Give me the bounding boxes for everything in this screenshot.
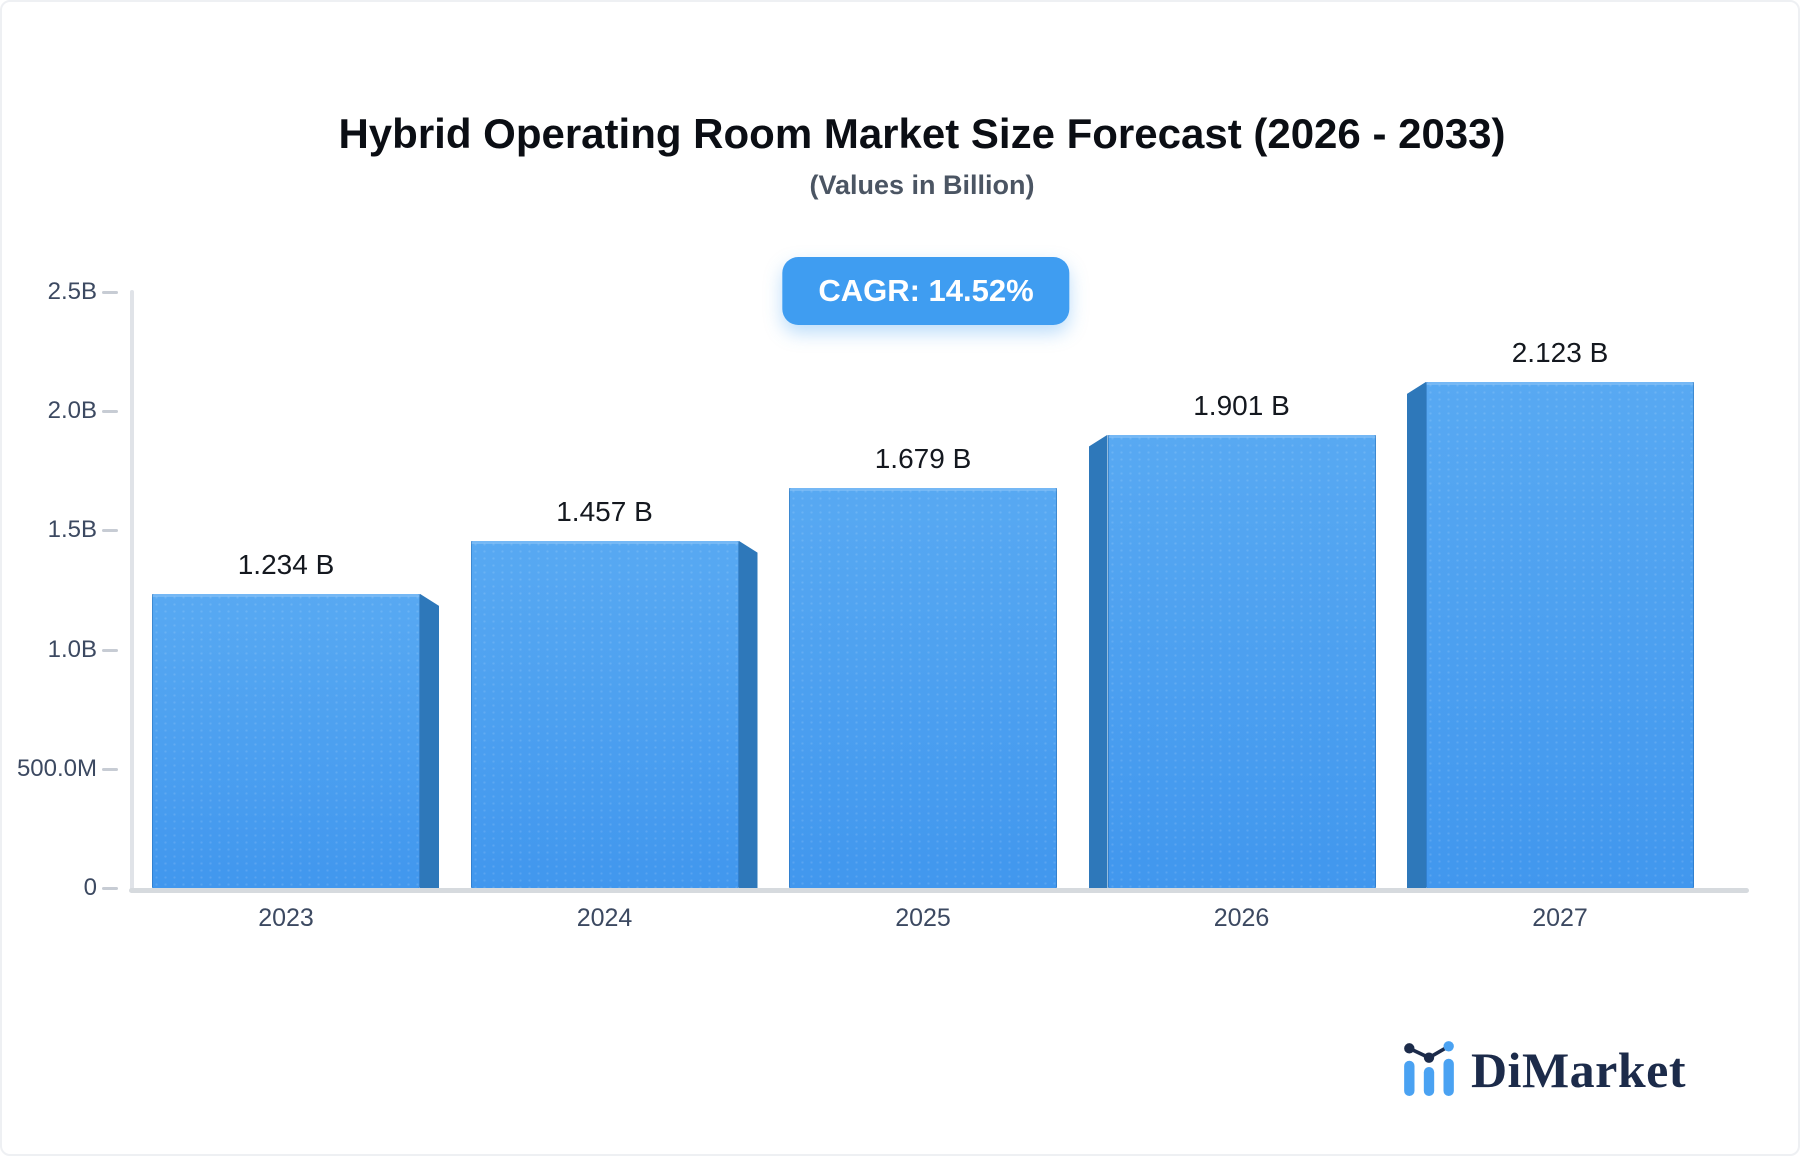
bar-value-label: 1.234 B — [237, 548, 335, 580]
y-axis-tick-mark — [102, 767, 118, 771]
bar-3d-side-2023 — [420, 593, 439, 888]
x-axis-tick-label: 2025 — [895, 904, 951, 932]
y-axis-tick-mark — [102, 887, 118, 890]
bar-2025 — [789, 487, 1057, 889]
cagr-badge: CAGR: 14.52% — [782, 257, 1070, 325]
x-axis-line — [129, 888, 1749, 893]
y-axis-tick-label: 500.0M — [16, 754, 97, 782]
y-axis-tick-label: 2.5B — [47, 278, 97, 305]
y-axis-tick-mark — [102, 648, 118, 652]
x-axis-tick-label: 2024 — [576, 904, 633, 932]
bar-value-label: 1.679 B — [874, 442, 972, 474]
y-axis-tick-mark — [102, 529, 118, 533]
y-axis-tick-mark — [102, 410, 118, 414]
y-axis-tick-label: 2.0B — [47, 397, 97, 425]
chart-subtitle: (Values in Billion) — [809, 170, 1035, 200]
bar-value-label: 1.457 B — [556, 495, 653, 527]
bar-2027 — [1426, 381, 1694, 889]
bar-chart-logo-icon — [1404, 1041, 1454, 1096]
bar-3d-side-2024 — [738, 540, 758, 888]
bar-3d-side-2027 — [1407, 381, 1426, 888]
bar-2024 — [470, 540, 739, 889]
y-axis-tick-label: 0 — [83, 874, 97, 901]
logo-text: DiMarket — [1470, 1042, 1686, 1098]
x-axis-tick-label: 2023 — [258, 904, 314, 932]
y-axis-tick-label: 1.0B — [47, 635, 97, 663]
y-axis-tick-label: 1.5B — [47, 516, 97, 544]
y-axis-tick-mark — [102, 291, 118, 294]
cagr-badge-label: CAGR: 14.52% — [818, 273, 1034, 308]
bar-2023 — [152, 593, 420, 889]
x-axis-tick-label: 2026 — [1213, 904, 1270, 932]
dimarket-logo: DiMarket — [1402, 1038, 1686, 1096]
page-title: Hybrid Operating Room Market Size Foreca… — [338, 110, 1506, 157]
bar-value-label: 1.901 B — [1193, 389, 1290, 421]
bar-2026 — [1107, 434, 1376, 889]
bar-3d-side-2026 — [1088, 434, 1108, 888]
x-axis-tick-label: 2027 — [1532, 904, 1588, 932]
bar-value-label: 2.123 B — [1511, 336, 1609, 368]
y-axis-line — [130, 290, 134, 893]
